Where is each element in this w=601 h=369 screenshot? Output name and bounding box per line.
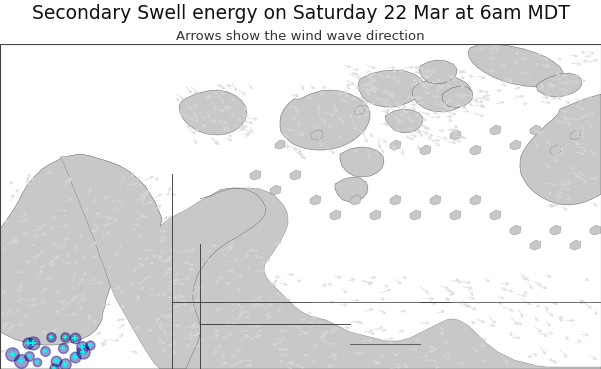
Polygon shape <box>470 145 481 155</box>
Polygon shape <box>0 188 601 369</box>
Polygon shape <box>536 73 582 97</box>
Polygon shape <box>335 177 368 202</box>
Polygon shape <box>250 170 261 180</box>
Polygon shape <box>358 70 425 107</box>
Polygon shape <box>520 94 601 205</box>
Polygon shape <box>270 185 281 195</box>
Polygon shape <box>340 147 384 177</box>
Polygon shape <box>290 170 301 180</box>
Polygon shape <box>510 140 521 150</box>
Polygon shape <box>390 195 401 205</box>
Polygon shape <box>510 225 521 235</box>
Polygon shape <box>354 105 365 115</box>
Polygon shape <box>590 225 601 235</box>
Polygon shape <box>442 86 473 108</box>
Polygon shape <box>490 125 501 135</box>
Polygon shape <box>419 60 457 84</box>
Polygon shape <box>385 109 423 133</box>
Polygon shape <box>410 210 421 220</box>
Polygon shape <box>550 145 561 155</box>
Text: Arrows show the wind wave direction: Arrows show the wind wave direction <box>176 30 425 42</box>
Polygon shape <box>470 195 481 205</box>
Polygon shape <box>280 90 370 150</box>
Text: Secondary Swell energy on Saturday 22 Mar at 6am MDT: Secondary Swell energy on Saturday 22 Ma… <box>32 4 569 23</box>
Polygon shape <box>450 130 461 140</box>
Polygon shape <box>430 195 441 205</box>
Polygon shape <box>420 145 431 155</box>
Polygon shape <box>490 210 501 220</box>
Polygon shape <box>570 130 581 140</box>
Polygon shape <box>179 90 247 135</box>
Polygon shape <box>530 240 541 250</box>
Polygon shape <box>330 210 341 220</box>
Polygon shape <box>275 140 285 149</box>
Polygon shape <box>0 154 162 345</box>
Polygon shape <box>350 195 361 205</box>
Polygon shape <box>60 154 266 369</box>
Polygon shape <box>530 125 541 135</box>
Polygon shape <box>550 225 561 235</box>
Polygon shape <box>310 195 321 205</box>
Polygon shape <box>370 210 381 220</box>
Polygon shape <box>450 210 461 220</box>
Polygon shape <box>310 130 323 140</box>
Polygon shape <box>412 77 472 112</box>
Polygon shape <box>390 140 401 150</box>
Polygon shape <box>570 240 581 250</box>
Polygon shape <box>468 44 563 87</box>
